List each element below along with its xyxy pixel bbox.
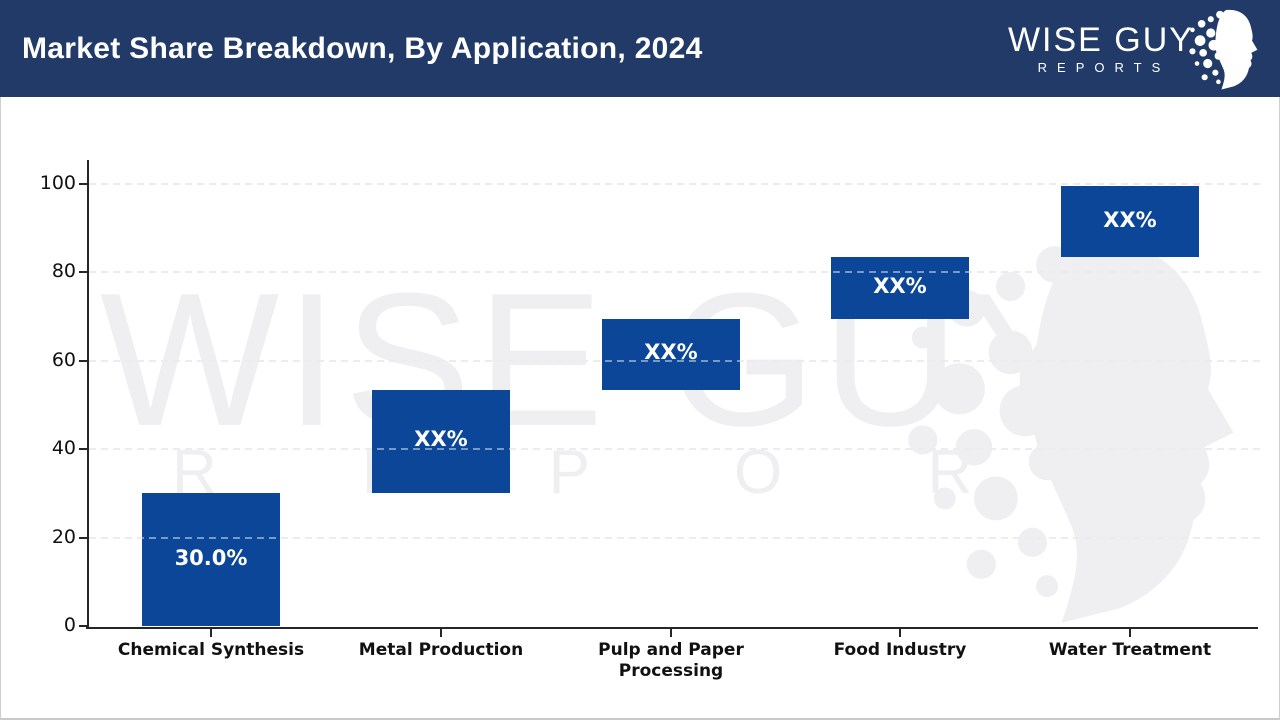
gridline (89, 271, 1263, 274)
dotted-face-icon (1189, 9, 1258, 89)
x-axis-tick (210, 629, 212, 637)
gridline-overlay (89, 271, 1263, 274)
x-axis-tick (1129, 629, 1131, 637)
bar-segment (372, 389, 510, 494)
gridline-overlay (89, 448, 1263, 451)
x-axis-tick (670, 629, 672, 637)
gridline-overlay (89, 359, 1263, 362)
y-axis-tick (79, 448, 88, 451)
logo-wordmark: WISE GUY (1007, 21, 1194, 59)
x-axis-tick (899, 629, 901, 637)
y-axis-tick (79, 536, 88, 539)
bar-value-label: 30.0% (174, 545, 248, 570)
y-axis-tick-label: 20 (51, 525, 76, 548)
gridline-overlay (89, 536, 1263, 539)
x-axis-category-label: Chemical Synthesis (117, 640, 305, 660)
gridline (89, 448, 1263, 451)
gridline (89, 183, 1263, 185)
logo-subtitle: REPORTS (1037, 60, 1171, 75)
y-axis-tick-label: 60 (51, 348, 76, 371)
gridline-overlay (89, 183, 1263, 185)
bar-segment (1061, 186, 1199, 257)
page-title: Market Share Breakdown, By Application, … (22, 31, 703, 65)
y-axis-spine (87, 160, 89, 629)
y-axis-tick-label: 0 (63, 614, 76, 636)
x-axis-category-label: Food Industry (833, 640, 967, 660)
gridline (89, 536, 1263, 539)
y-axis-tick (79, 359, 88, 362)
y-axis-tick-label: 100 (39, 172, 76, 194)
bar-value-label: XX% (644, 340, 698, 365)
wise-guy-reports-logo: WISE GUY REPORTS (1008, 7, 1262, 91)
y-axis-tick (79, 183, 88, 185)
x-axis-tick (440, 629, 442, 637)
y-axis-tick (79, 625, 88, 627)
x-axis-category-label: Pulp and Paper Processing (598, 640, 744, 681)
bar-value-label: XX% (1103, 207, 1157, 232)
x-axis-spine (86, 627, 1258, 629)
bar-segment (831, 256, 969, 319)
x-axis-category-label: Water Treatment (1048, 640, 1212, 660)
x-axis-category-label: Metal Production (358, 640, 524, 660)
logo-text: WISE GUY REPORTS (1008, 23, 1194, 74)
bar-value-label: XX% (873, 273, 927, 298)
y-axis-tick-label: 40 (51, 437, 76, 460)
bar-segment (602, 318, 740, 390)
header: Market Share Breakdown, By Application, … (0, 0, 1280, 97)
y-axis-tick (79, 271, 88, 274)
bar-value-label: XX% (414, 427, 468, 452)
bar-segment (142, 493, 280, 626)
y-axis-tick-label: 80 (51, 260, 76, 283)
